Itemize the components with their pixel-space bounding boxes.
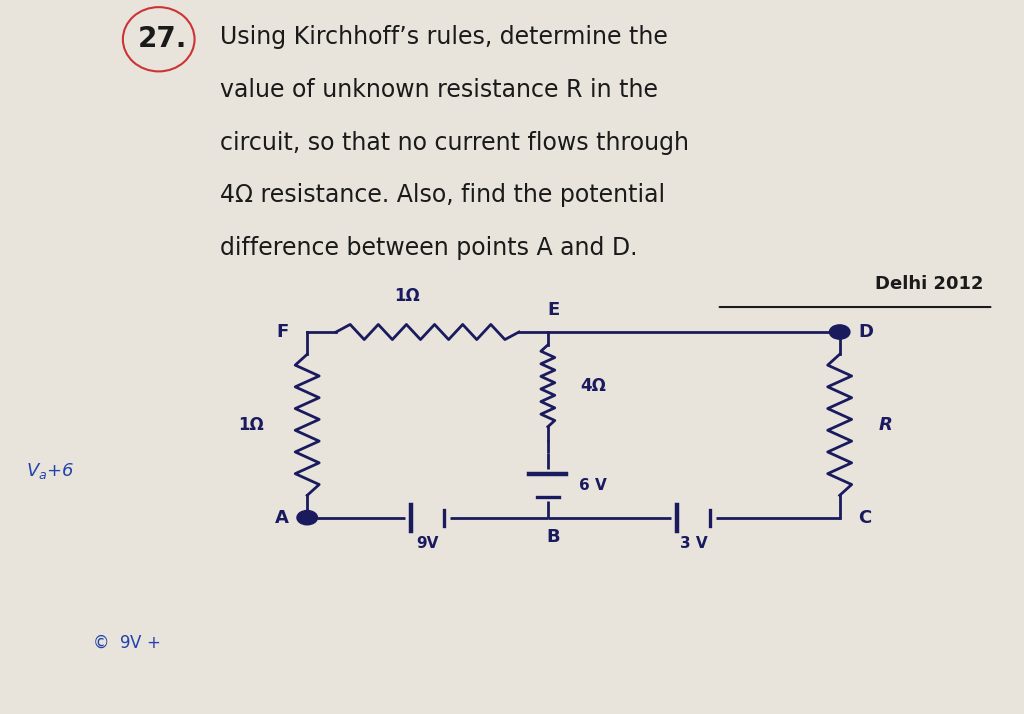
Text: 6 V: 6 V xyxy=(579,478,606,493)
Text: 1Ω: 1Ω xyxy=(394,287,420,305)
Text: 4Ω resistance. Also, find the potential: 4Ω resistance. Also, find the potential xyxy=(220,183,666,208)
Text: circuit, so that no current flows through: circuit, so that no current flows throug… xyxy=(220,131,689,155)
Text: $\copyright$  9V +: $\copyright$ 9V + xyxy=(92,633,161,652)
Text: $V_a$+6: $V_a$+6 xyxy=(26,461,74,481)
Text: value of unknown resistance R in the: value of unknown resistance R in the xyxy=(220,78,658,102)
Circle shape xyxy=(297,511,317,525)
Text: F: F xyxy=(276,323,289,341)
Text: R: R xyxy=(879,416,893,434)
Circle shape xyxy=(829,325,850,339)
Text: D: D xyxy=(858,323,873,341)
Text: B: B xyxy=(547,528,560,546)
Text: 27.: 27. xyxy=(138,25,187,53)
Text: 9V: 9V xyxy=(417,536,438,550)
Text: difference between points A and D.: difference between points A and D. xyxy=(220,236,638,261)
Text: 1Ω: 1Ω xyxy=(239,416,264,434)
Text: Using Kirchhoff’s rules, determine the: Using Kirchhoff’s rules, determine the xyxy=(220,25,668,49)
Text: C: C xyxy=(858,508,871,527)
Text: Delhi 2012: Delhi 2012 xyxy=(874,275,983,293)
Text: A: A xyxy=(274,508,289,527)
Text: E: E xyxy=(547,301,559,319)
Text: 3 V: 3 V xyxy=(680,536,708,550)
Text: 4Ω: 4Ω xyxy=(581,377,606,395)
